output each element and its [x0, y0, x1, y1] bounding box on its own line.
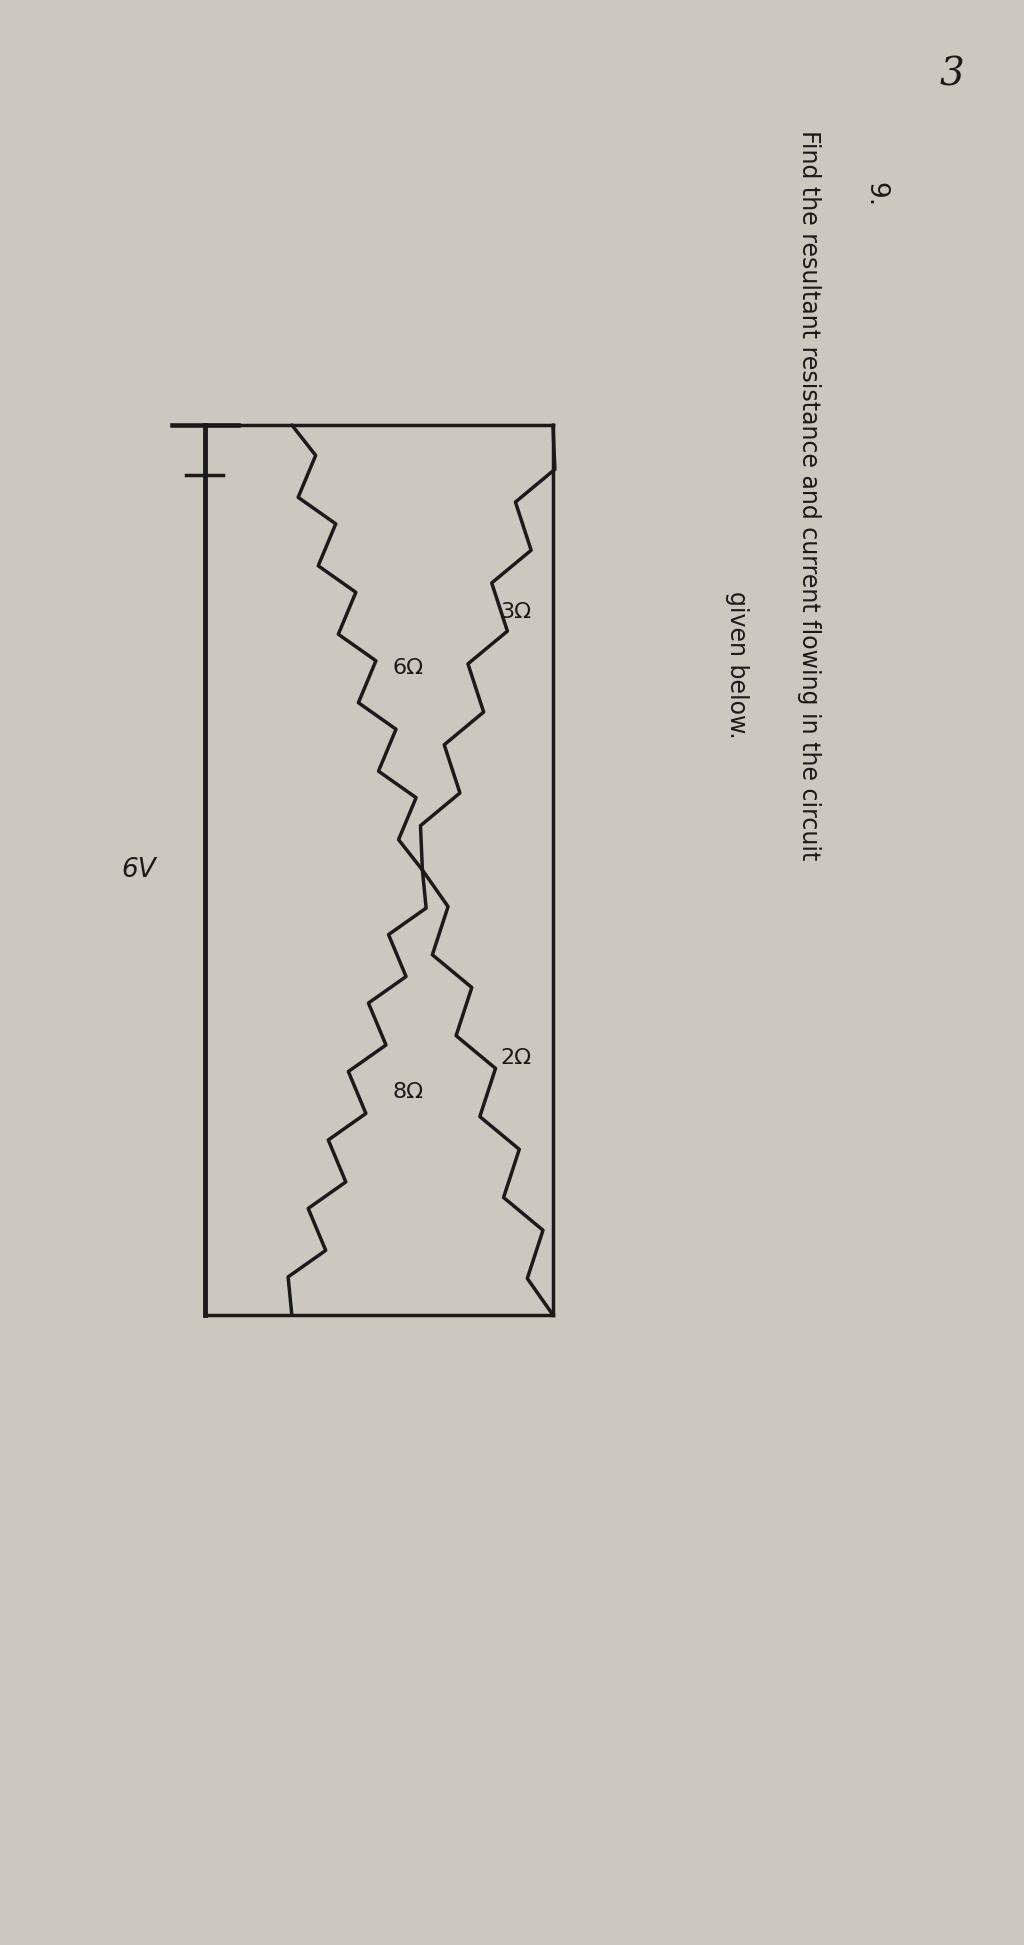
Text: 6V: 6V	[121, 858, 156, 883]
Text: 2Ω: 2Ω	[500, 1048, 531, 1068]
Text: Find the resultant resistance and current flowing in the circuit: Find the resultant resistance and curren…	[797, 130, 821, 860]
Text: 3: 3	[940, 56, 965, 93]
Text: 3Ω: 3Ω	[500, 603, 531, 622]
Text: 9.: 9.	[862, 183, 889, 208]
Text: given below.: given below.	[725, 591, 750, 739]
Text: 6Ω: 6Ω	[393, 657, 424, 677]
Text: 8Ω: 8Ω	[393, 1083, 424, 1103]
